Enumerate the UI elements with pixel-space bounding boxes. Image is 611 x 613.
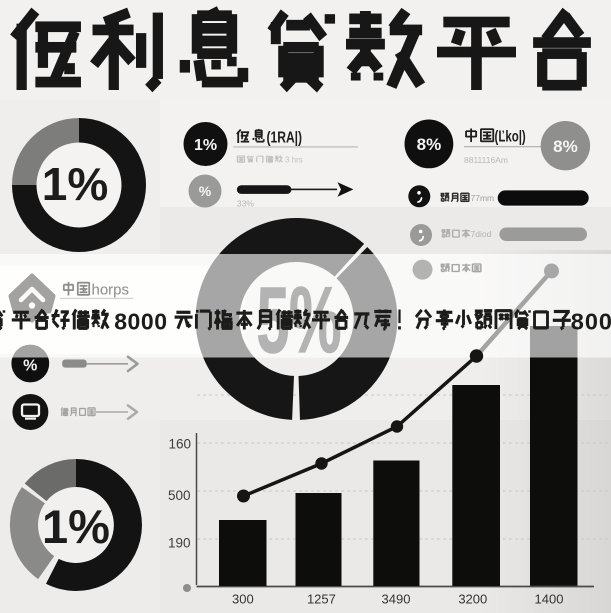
- svg-text:8000: 8000: [114, 308, 167, 334]
- svg-text:%: %: [23, 358, 37, 375]
- svg-text:8%: 8%: [553, 137, 578, 156]
- svg-text:1400: 1400: [535, 591, 564, 606]
- svg-text:3 hrs: 3 hrs: [285, 156, 303, 165]
- svg-text:1257: 1257: [307, 591, 336, 606]
- svg-text:8%: 8%: [417, 135, 442, 154]
- svg-text:7diod: 7diod: [471, 229, 492, 239]
- svg-text:190: 190: [168, 536, 191, 551]
- svg-text:3490: 3490: [382, 591, 411, 606]
- svg-text:1%: 1%: [42, 500, 110, 553]
- svg-text:horps: horps: [92, 282, 130, 299]
- svg-text:1%: 1%: [42, 158, 108, 210]
- svg-text:%: %: [199, 183, 212, 199]
- svg-text:160: 160: [168, 437, 191, 452]
- svg-text:33%: 33%: [237, 199, 254, 209]
- svg-text:77mm: 77mm: [471, 193, 495, 203]
- svg-text:(Ľko|): (Ľko|): [495, 128, 526, 145]
- svg-text:300: 300: [232, 591, 254, 606]
- svg-text:500: 500: [168, 488, 191, 503]
- svg-text:800: 800: [571, 308, 611, 334]
- svg-text:8811116Am: 8811116Am: [464, 155, 508, 165]
- svg-text:3200: 3200: [458, 591, 487, 606]
- svg-text:(1RA|): (1RA|): [267, 128, 303, 146]
- svg-text:1%: 1%: [194, 137, 217, 154]
